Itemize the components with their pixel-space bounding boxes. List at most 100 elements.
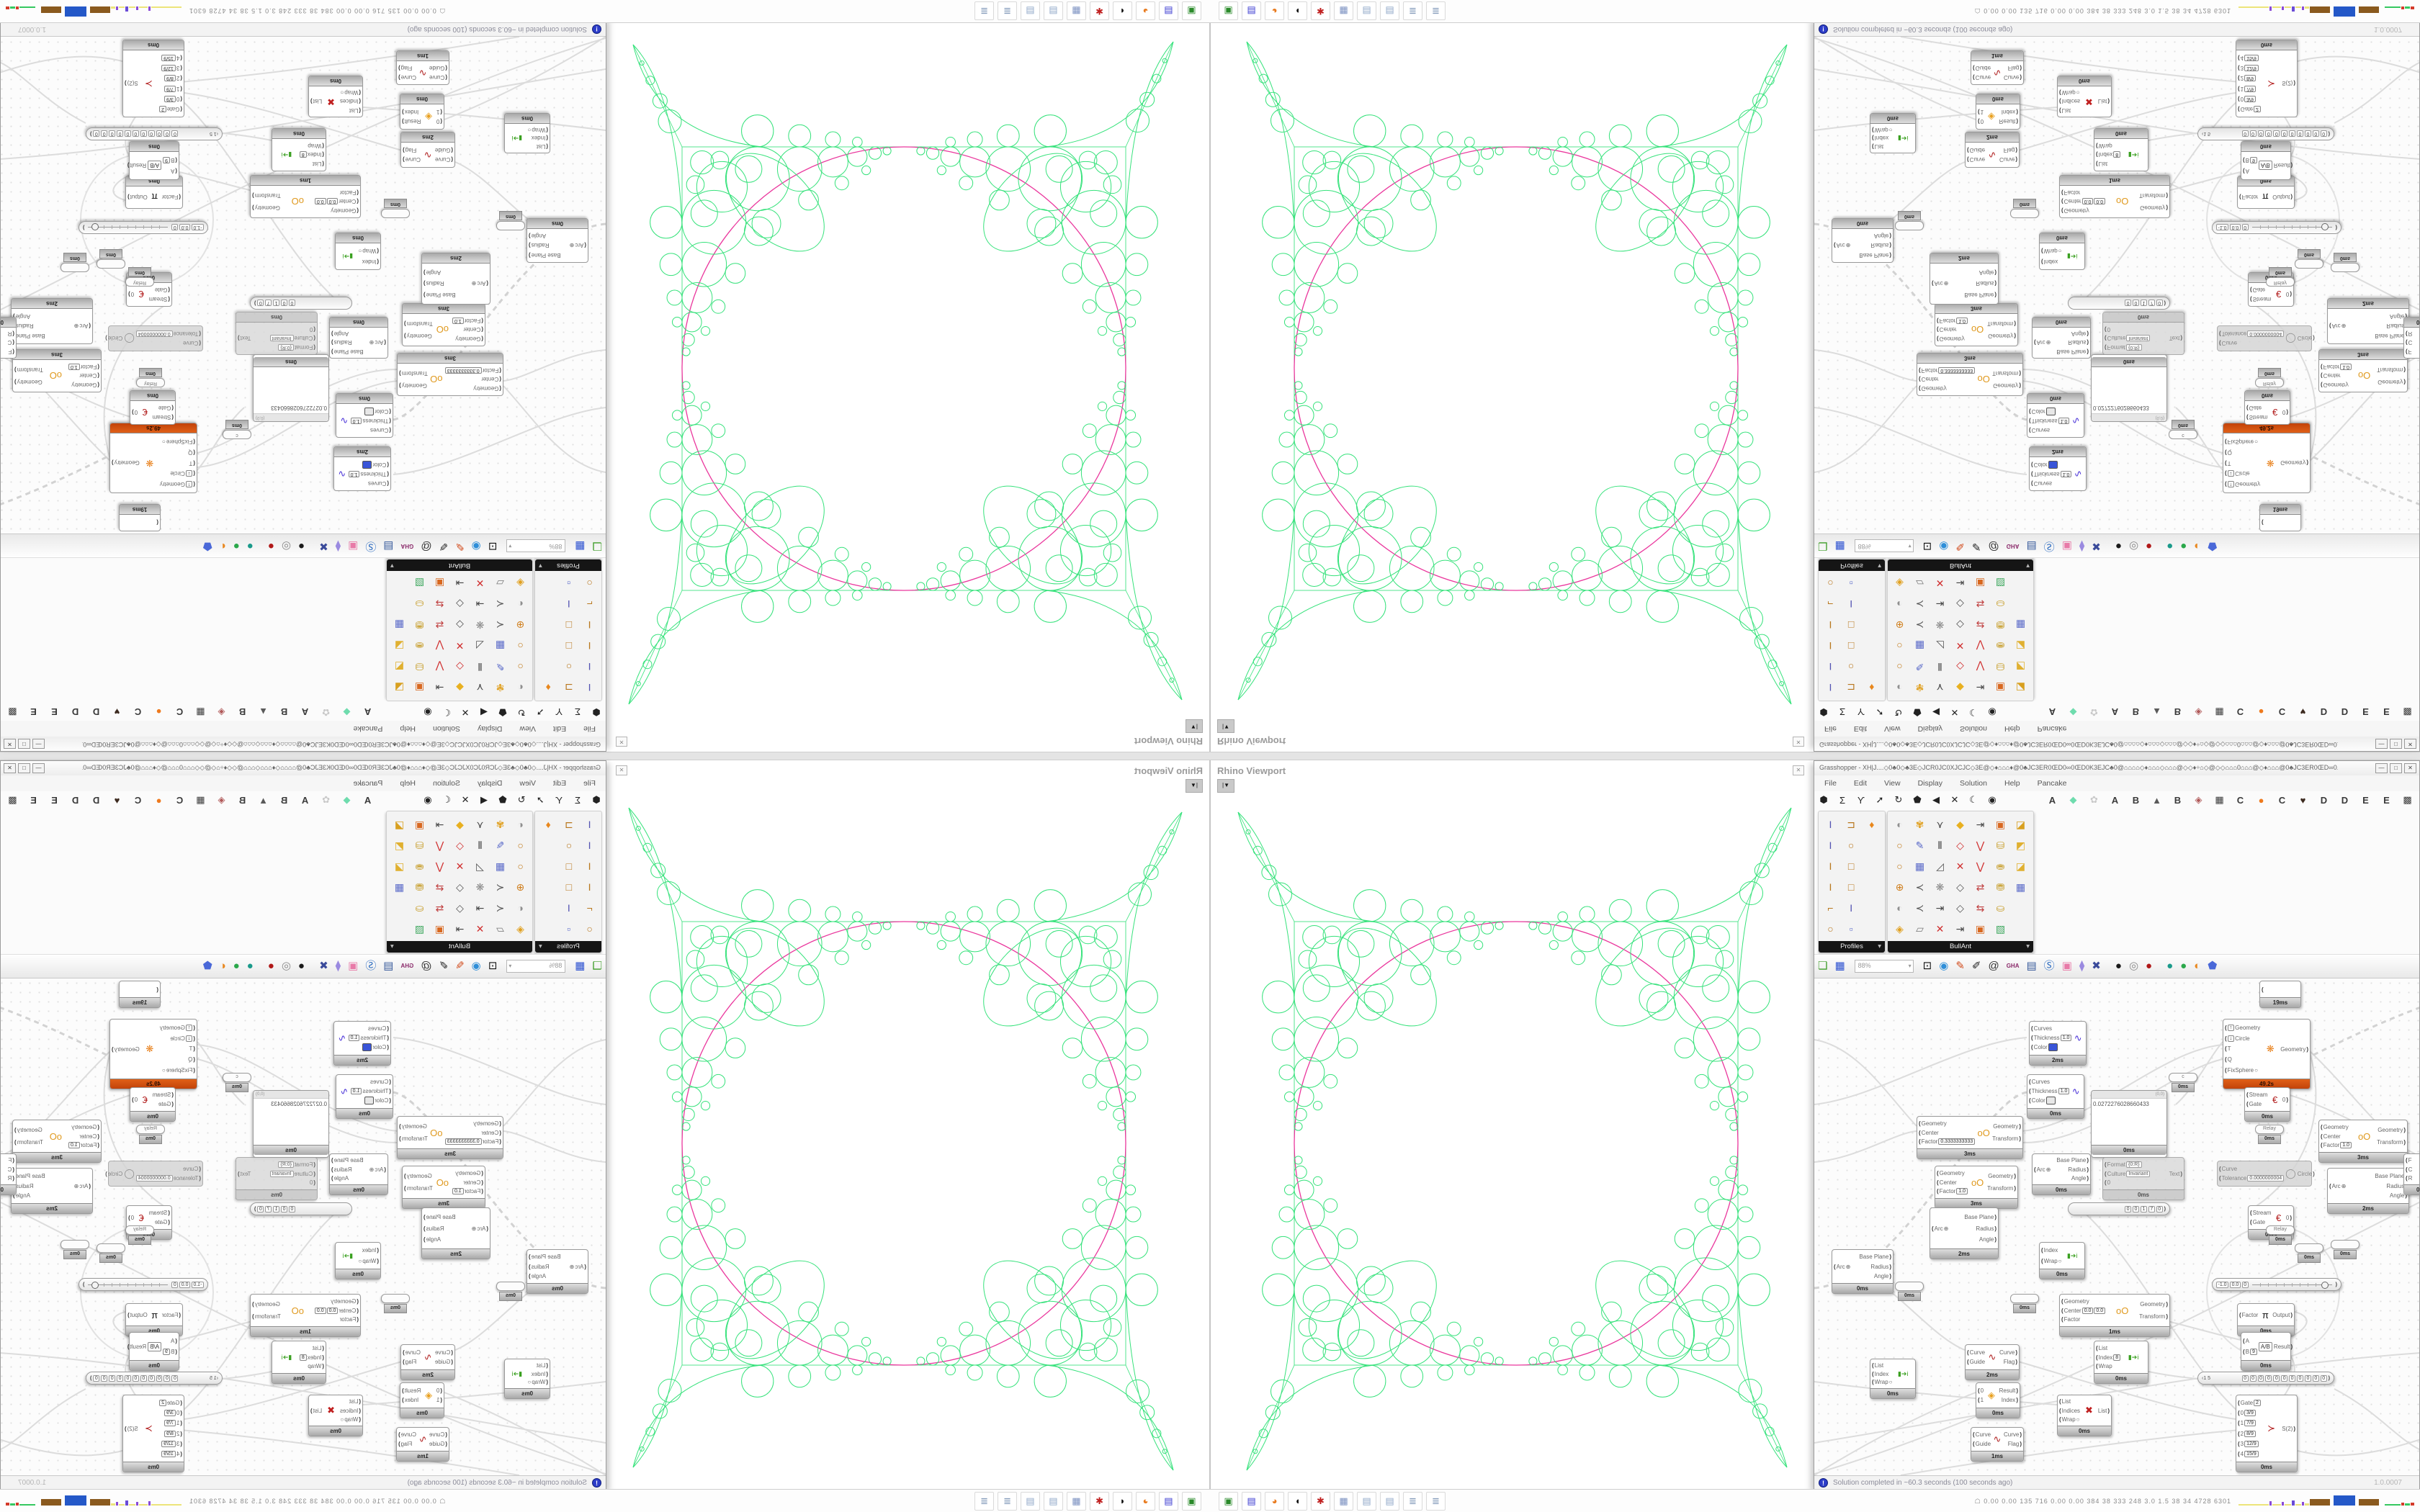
division-component[interactable]: (A(B 9 A/B Result) 0ms (2241, 1332, 2293, 1371)
zoom-level-combo[interactable]: 88% ▾ (1854, 960, 1914, 973)
left-port[interactable]: (Factor (162, 1312, 181, 1318)
menu-item-file[interactable]: File (1824, 724, 1837, 733)
scale-component-2[interactable]: (Geometry(Center(Factor 1.0 oO Geometry) Tra… (402, 303, 485, 346)
left-port[interactable]: (Stream (2250, 296, 2271, 302)
right-port[interactable]: 0) (2282, 1097, 2288, 1103)
flip-curve-2[interactable]: (Curve(Guide ∿ Curve) Flag) 1ms (1971, 1427, 2024, 1462)
left-port[interactable]: (Curve (1973, 74, 1991, 81)
right-port[interactable]: S(2)) (125, 1426, 138, 1432)
document-icon[interactable]: ▤ (383, 960, 394, 972)
md-slider[interactable]: -1.0 0.0 0) (79, 1278, 208, 1291)
left-port[interactable]: (↓ Circle (160, 470, 195, 477)
left-port[interactable]: (Index (1872, 1371, 1892, 1377)
right-port[interactable]: List) (310, 99, 322, 105)
slider-value-cell[interactable]: 0 (171, 224, 179, 231)
left-port[interactable]: (Arc ⊕ (369, 340, 386, 346)
component-icon[interactable]: ≺ (1915, 902, 1924, 914)
color-swatch[interactable] (364, 407, 375, 415)
left-port[interactable]: (Wrap (2096, 143, 2120, 149)
plugin-tab-2[interactable]: ✿ (322, 707, 330, 718)
left-port[interactable]: (Gate (2250, 287, 2271, 293)
component-icon[interactable]: ◇ (456, 881, 464, 893)
component-icon[interactable]: ◆ (1956, 682, 1964, 693)
plugin-tab-4[interactable]: B (280, 794, 288, 806)
component-icon[interactable]: I (567, 902, 570, 914)
settings-red-icon[interactable]: ✱ (1090, 1, 1109, 20)
component-icon[interactable]: ≺ (1915, 881, 1924, 893)
maximize-button[interactable]: □ (18, 739, 30, 749)
settings-red-icon[interactable]: ✱ (1090, 1492, 1109, 1511)
digit-slider-2[interactable]: ‹1 5 0 0 0 0 0 0 0 0 0 0 0) (2197, 1372, 2334, 1385)
component-icon[interactable]: ⛁ (1996, 661, 2005, 672)
right-port[interactable]: Base Plane) (13, 1173, 45, 1179)
component-icon[interactable]: ❋ (475, 619, 485, 631)
right-port[interactable]: Base Plane) (331, 1157, 364, 1164)
tab-maths-icon[interactable]: Σ (1839, 794, 1846, 806)
component-icon[interactable]: ♦ (545, 819, 551, 830)
component-icon[interactable]: ≺ (496, 881, 505, 893)
component-icon[interactable]: □ (1847, 619, 1855, 631)
right-port[interactable]: Curve) (1999, 156, 2017, 163)
gha-icon[interactable]: GHA (2006, 963, 2020, 969)
left-port[interactable]: (Arc ⊕ (2329, 323, 2346, 330)
component-icon[interactable]: ▱ (496, 577, 504, 589)
plugin-tab-0[interactable]: A (364, 794, 372, 806)
stream-filter-5[interactable]: (Gate 2(0 3/9(1 7/9(2 8/9(3 12/9(4 15/9 ≻ S(2)) 0… (122, 1395, 184, 1472)
component-icon[interactable]: ✎ (1915, 840, 1924, 851)
menu-item-view[interactable]: View (519, 779, 536, 788)
left-port[interactable]: (0 (270, 1179, 315, 1186)
slider-digit-cell[interactable]: 0 (2273, 130, 2280, 138)
left-port[interactable]: (Format {0:R} (270, 1161, 315, 1168)
preview-wire-icon[interactable]: ◎ (2128, 540, 2139, 552)
digit-slider-1[interactable]: 0 0 1 7 0) (250, 1202, 352, 1215)
sift-pattern[interactable]: (0(1 ◈ Result) Index) 0ms (1976, 94, 2020, 130)
slider-value-cell[interactable]: -1.0 (191, 1281, 204, 1288)
left-port[interactable]: (Factor (2061, 1316, 2105, 1323)
component-icon[interactable]: ⋁ (1976, 860, 1985, 872)
preview-off-icon[interactable]: ● (298, 540, 305, 552)
right-port[interactable]: Transform) (404, 1185, 433, 1192)
slider-digit-cell[interactable]: 0 (140, 1374, 147, 1382)
menu-item-solution[interactable]: Solution (433, 779, 460, 788)
left-port[interactable]: (Curve (1973, 1431, 1991, 1438)
ball-orange-icon[interactable]: ◐ (2194, 540, 2201, 552)
left-port[interactable]: (Index 8 (2096, 1354, 2121, 1361)
right-port[interactable]: Transform) (1992, 1135, 2021, 1142)
flip-curve-1[interactable]: (Curve(Guide ∿ Curve) Flag) 2ms (400, 132, 455, 168)
left-port[interactable]: (1 7/9 (2238, 85, 2261, 92)
component-icon[interactable]: ⛃ (415, 881, 424, 893)
grasshopper-canvas[interactable]: (Curves(Thickness 1.0(Color ∿ 2ms(Curves(Th… (1, 978, 606, 1475)
tab-curve-icon[interactable]: ↻ (517, 707, 526, 718)
balloon-icon[interactable]: ⧫ (335, 960, 341, 972)
right-port[interactable]: Radius) (1976, 281, 1996, 287)
plugin-tab-9[interactable]: C (176, 794, 184, 806)
slider-digit-cell[interactable]: 0 (288, 300, 295, 307)
plugin-tab-17[interactable]: ▩ (2403, 707, 2412, 718)
component-icon[interactable]: ❋ (1935, 881, 1945, 893)
palette-footer[interactable]: BullAnt ▾ (1888, 941, 2033, 953)
custom-preview-1[interactable]: (Curves(Thickness 1.0(Color ∿ 2ms (2029, 1021, 2087, 1066)
slider-value-cell[interactable]: -1.0 (2216, 224, 2229, 231)
panel-node[interactable]: (0,0) 0.0272276028660433 0ms (2091, 354, 2167, 422)
fractal-solver[interactable]: (↑ Geometry(↓ Circle(T(Q(FixSphere ○ ❋ Geomet… (2223, 1019, 2311, 1089)
notepad2-icon[interactable]: ▤ (1380, 1492, 1399, 1511)
component-icon[interactable]: ⛁ (415, 661, 424, 672)
rhino-viewport[interactable]: Rhino Viewport |▼ ✕ (606, 760, 1210, 1489)
menu-item-display[interactable]: Display (1917, 724, 1943, 733)
tab-transform-icon[interactable]: ☾ (442, 707, 451, 718)
menu-item-view[interactable]: View (1884, 779, 1901, 788)
tab-vector-icon[interactable]: ➚ (1876, 707, 1884, 718)
document-icon[interactable]: ▤ (2026, 540, 2037, 552)
ball-teal-icon[interactable]: ● (2166, 960, 2174, 972)
left-port[interactable]: (Curves (2031, 1025, 2071, 1032)
left-port[interactable]: (0 (1978, 1387, 1984, 1394)
grasshopper-canvas[interactable]: (Curves(Thickness 1.0(Color ∿ 2ms(Curves(Th… (1814, 37, 2419, 534)
right-port[interactable]: Geometry) (112, 1046, 140, 1053)
component-icon[interactable]: ▣ (434, 577, 445, 589)
color-swatch[interactable] (2045, 1097, 2056, 1105)
component-icon[interactable]: ⋁ (435, 640, 444, 652)
left-port[interactable]: (Geometry (2321, 382, 2352, 388)
deconstruct-arc-2[interactable]: (Arc ⊕ Base Plane) Radius) Angle) 2ms (1930, 253, 1999, 305)
menu-item-edit[interactable]: Edit (552, 779, 567, 788)
component-icon[interactable]: ⊕ (1895, 881, 1904, 893)
